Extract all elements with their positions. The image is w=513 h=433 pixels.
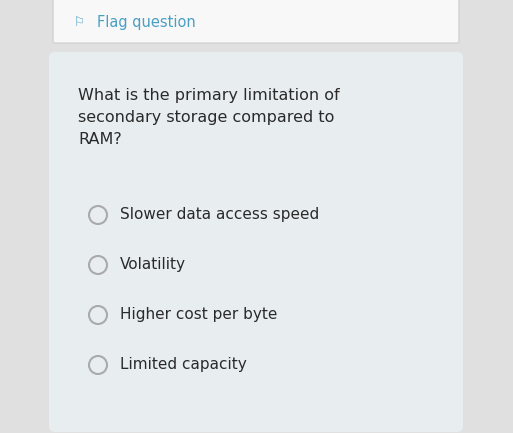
FancyBboxPatch shape <box>49 52 463 432</box>
Text: Slower data access speed: Slower data access speed <box>120 207 319 223</box>
Circle shape <box>89 256 107 274</box>
Circle shape <box>89 206 107 224</box>
Circle shape <box>89 306 107 324</box>
Circle shape <box>89 356 107 374</box>
Text: secondary storage compared to: secondary storage compared to <box>78 110 334 125</box>
Text: Limited capacity: Limited capacity <box>120 358 247 372</box>
Text: Volatility: Volatility <box>120 258 186 272</box>
Text: Higher cost per byte: Higher cost per byte <box>120 307 278 323</box>
Text: Flag question: Flag question <box>97 14 196 29</box>
Text: What is the primary limitation of: What is the primary limitation of <box>78 88 340 103</box>
Text: RAM?: RAM? <box>78 132 122 147</box>
Text: ⚐: ⚐ <box>75 16 85 29</box>
FancyBboxPatch shape <box>53 0 459 43</box>
